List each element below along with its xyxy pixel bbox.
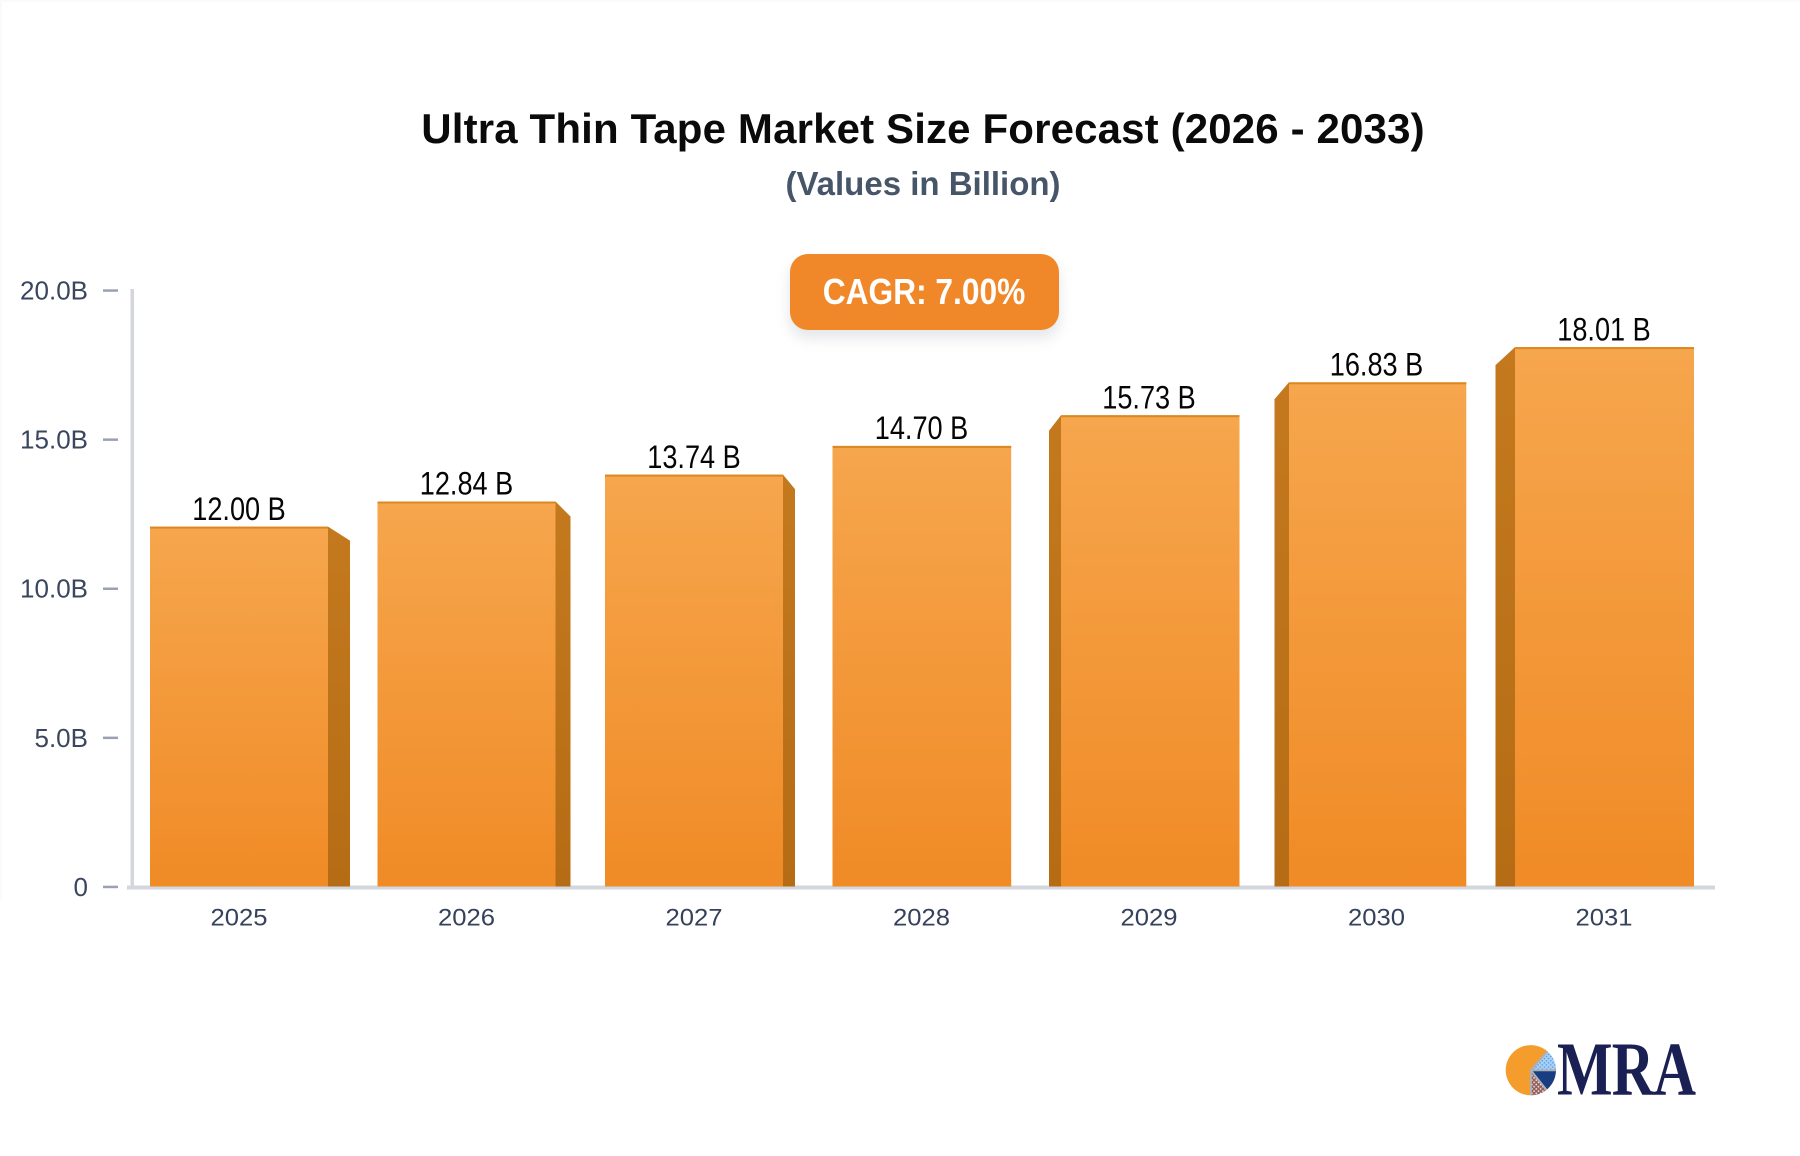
svg-text:2027: 2027 [666,905,723,932]
svg-text:MRA: MRA [1557,1027,1696,1112]
svg-text:20.0B: 20.0B [20,276,88,306]
svg-text:10.0B: 10.0B [20,574,88,604]
svg-text:0: 0 [74,872,88,902]
svg-text:2029: 2029 [1121,905,1178,932]
svg-text:2028: 2028 [893,905,950,932]
svg-text:15.73 B: 15.73 B [1102,379,1196,415]
svg-text:2025: 2025 [211,905,268,932]
svg-text:12.00 B: 12.00 B [192,491,286,527]
svg-text:2026: 2026 [438,905,495,932]
svg-text:2031: 2031 [1576,905,1633,932]
svg-text:15.0B: 15.0B [20,425,88,455]
svg-text:2030: 2030 [1348,905,1405,932]
svg-text:14.70 B: 14.70 B [875,410,969,446]
svg-text:13.74 B: 13.74 B [647,439,741,475]
svg-text:18.01 B: 18.01 B [1557,311,1651,347]
svg-text:16.83 B: 16.83 B [1330,347,1424,383]
svg-text:12.84 B: 12.84 B [420,466,514,502]
svg-text:5.0B: 5.0B [35,723,89,753]
